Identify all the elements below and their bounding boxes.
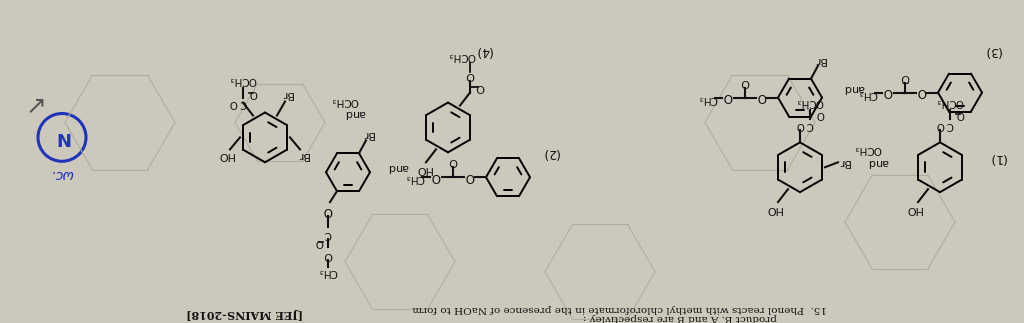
Text: Br: Br [838,157,850,167]
Text: CH₃: CH₃ [858,89,878,99]
Text: OCH₃: OCH₃ [936,97,964,107]
Text: and: and [344,108,366,118]
Text: CH₃: CH₃ [698,94,718,104]
Text: O: O [955,109,965,120]
Text: HO: HO [415,164,431,174]
Text: OCH₃: OCH₃ [797,97,823,107]
Text: (2): (2) [542,146,559,159]
Text: and: and [867,157,889,167]
Text: C: C [325,229,332,239]
Text: C: C [806,120,814,130]
Text: CH₃: CH₃ [406,173,425,183]
Text: Br: Br [814,55,826,65]
Text: ↙: ↙ [19,90,41,115]
Text: O: O [884,85,893,98]
Text: HO: HO [904,204,922,214]
Text: O: O [796,120,804,130]
Text: and: and [387,162,409,172]
Text: O: O [324,250,333,260]
Text: OCH₃: OCH₃ [229,75,257,85]
Text: OCH₃: OCH₃ [331,96,358,106]
Text: OCH₃: OCH₃ [449,51,476,61]
Text: O: O [431,170,440,183]
Text: ωc.: ωc. [50,167,74,181]
Text: C: C [240,98,247,108]
Text: O: O [723,90,732,103]
Text: O: O [918,85,927,98]
Text: Br: Br [281,89,293,99]
Text: O: O [465,170,475,183]
Text: (4): (4) [474,44,492,57]
Text: O: O [249,88,257,98]
Text: CH₃: CH₃ [318,267,338,277]
Text: (1): (1) [988,151,1006,164]
Text: HO: HO [216,150,233,160]
Text: O: O [466,70,474,80]
Text: O: O [324,203,333,217]
Text: 15.  Phenol reacts with methyl chloroformate in the presence of NaOH to form: 15. Phenol reacts with methyl chloroform… [413,304,827,313]
Text: O: O [475,82,484,92]
Text: HO: HO [765,204,781,214]
Text: O: O [314,237,324,247]
Text: OCH₃: OCH₃ [854,144,882,154]
Text: C: C [946,120,953,130]
Text: N: N [54,129,70,146]
Text: (3): (3) [983,44,1000,57]
Text: and: and [844,83,864,93]
Text: O: O [740,77,750,87]
Text: Br: Br [297,150,309,160]
Text: O: O [758,90,767,103]
Text: [JEE MAINS-2018]: [JEE MAINS-2018] [186,308,303,319]
Text: O: O [229,98,238,108]
Text: Br: Br [361,130,374,140]
Text: O: O [936,120,944,130]
Text: product B. A and B are respectivley :: product B. A and B are respectivley : [583,313,777,322]
Text: O: O [816,109,824,120]
Text: O: O [449,156,458,166]
Text: O: O [901,72,909,82]
